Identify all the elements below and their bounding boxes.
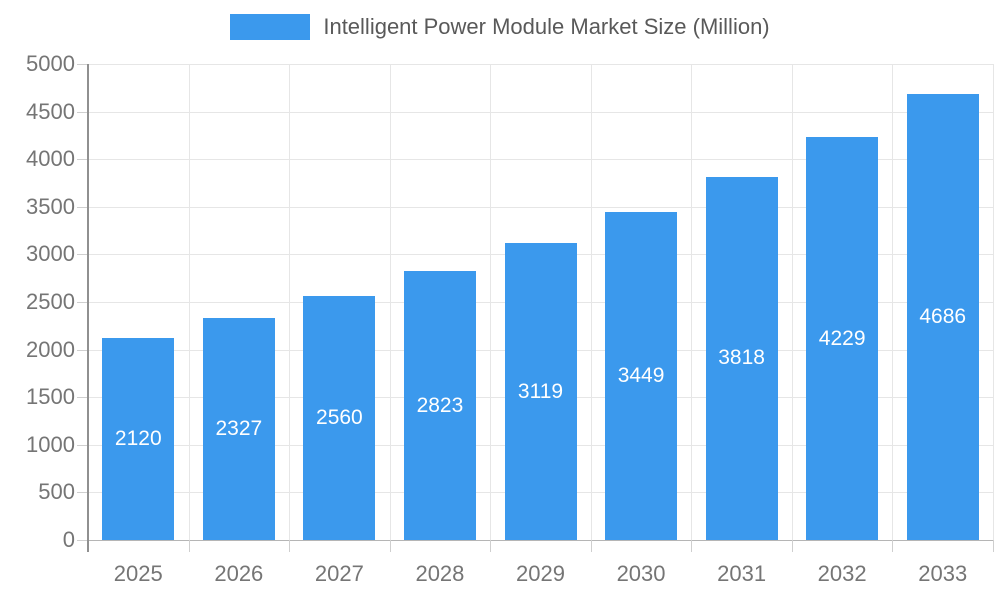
gridline-h xyxy=(88,64,993,65)
y-tick xyxy=(77,397,88,399)
y-tick xyxy=(77,254,88,256)
x-tick xyxy=(289,540,291,552)
x-tick-label: 2025 xyxy=(113,561,163,586)
x-tick xyxy=(590,540,592,552)
bar: 4229 xyxy=(806,137,879,540)
y-tick xyxy=(77,302,88,303)
bar-value-label: 3119 xyxy=(517,379,564,403)
y-axis-line xyxy=(87,64,89,552)
legend: Intelligent Power Module Market Size (Mi… xyxy=(0,14,1000,40)
legend-swatch xyxy=(230,14,311,40)
y-tick-label: 1000 xyxy=(26,431,75,457)
x-tick xyxy=(691,540,693,552)
x-tick xyxy=(490,540,492,552)
gridline-h xyxy=(88,159,993,161)
y-tick xyxy=(77,492,88,494)
x-tick xyxy=(389,540,391,552)
gridline-v xyxy=(993,64,994,540)
bar-value-label: 3818 xyxy=(718,346,765,370)
x-tick xyxy=(188,540,190,552)
y-tick-label: 5000 xyxy=(26,51,75,76)
gridline-v xyxy=(892,64,894,540)
y-tick xyxy=(77,206,88,208)
bar-value-label: 4686 xyxy=(919,304,967,328)
y-tick xyxy=(77,540,88,541)
y-tick-label: 2500 xyxy=(26,289,75,314)
bar-value-label: 2560 xyxy=(316,406,363,430)
bar: 2823 xyxy=(403,271,476,540)
y-tick xyxy=(77,111,88,113)
legend-label: Intelligent Power Module Market Size (Mi… xyxy=(323,14,770,39)
gridline-h xyxy=(88,111,993,113)
gridline-v xyxy=(590,64,592,540)
bar-value-label: 4229 xyxy=(818,326,866,350)
x-tick-label: 2033 xyxy=(918,561,968,586)
y-tick-label: 0 xyxy=(62,527,75,552)
x-tick-label: 2030 xyxy=(616,561,666,586)
y-tick-label: 500 xyxy=(38,479,75,505)
x-tick-label: 2029 xyxy=(516,561,565,586)
x-tick-label: 2032 xyxy=(817,561,867,586)
y-tick-label: 4500 xyxy=(26,98,75,124)
x-tick-label: 2026 xyxy=(214,561,264,586)
bar: 2327 xyxy=(202,318,275,540)
y-tick-label: 3500 xyxy=(26,193,75,219)
gridline-v xyxy=(389,64,391,540)
x-tick-label: 2027 xyxy=(314,561,364,586)
y-tick xyxy=(77,64,88,65)
gridline-v xyxy=(490,64,492,540)
x-tick xyxy=(892,540,894,552)
bar: 2120 xyxy=(102,338,175,540)
bar: 3818 xyxy=(705,176,778,540)
y-tick-label: 4000 xyxy=(26,146,75,172)
bar: 2560 xyxy=(303,296,376,540)
y-tick xyxy=(77,159,88,161)
x-tick-label: 2028 xyxy=(415,561,465,586)
bar: 3449 xyxy=(605,211,678,540)
y-tick-label: 3000 xyxy=(26,241,75,267)
x-tick xyxy=(791,540,793,552)
bar-value-label: 2823 xyxy=(416,393,464,417)
gridline-h xyxy=(88,206,993,208)
bar: 4686 xyxy=(906,93,979,540)
bar: 3119 xyxy=(504,243,577,540)
x-tick-label: 2031 xyxy=(717,561,767,586)
gridline-v xyxy=(791,64,793,540)
bar-value-label: 3449 xyxy=(617,363,665,387)
x-tick xyxy=(993,540,994,552)
gridline-v xyxy=(188,64,190,540)
bar-value-label: 2120 xyxy=(114,427,162,451)
y-tick xyxy=(77,444,88,446)
y-tick-label: 1500 xyxy=(26,384,75,410)
gridline-v xyxy=(289,64,291,540)
y-tick xyxy=(77,349,88,351)
gridline-h xyxy=(88,540,993,541)
gridline-v xyxy=(691,64,693,540)
bar-value-label: 2327 xyxy=(215,417,263,441)
y-tick-label: 2000 xyxy=(26,336,75,362)
